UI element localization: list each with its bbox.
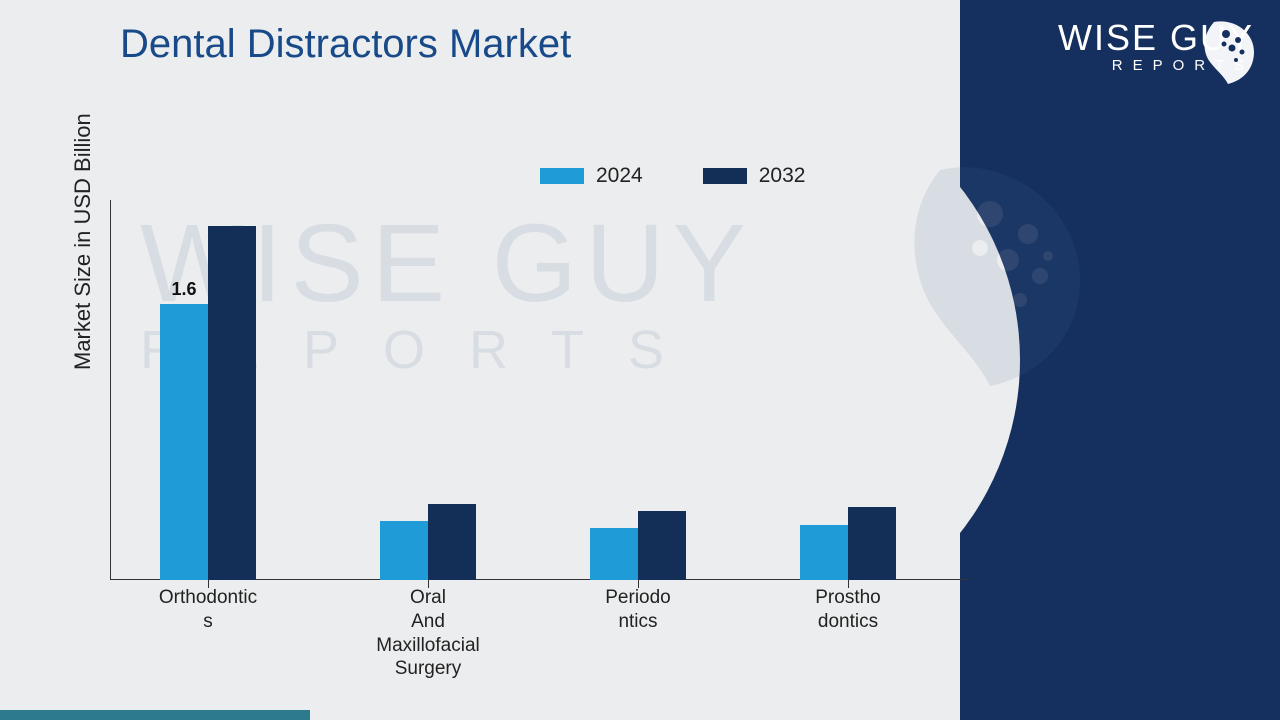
y-axis-label: Market Size in USD Billion: [70, 113, 96, 370]
bar: [638, 511, 686, 580]
chart-area: 1.6OrthodonticsOralAndMaxillofacialSurge…: [110, 200, 970, 580]
legend-swatch-2032: [703, 168, 747, 184]
bar: [428, 504, 476, 580]
bar-value-label: 1.6: [154, 279, 214, 300]
bar: [848, 507, 896, 580]
category-label: Prosthodontics: [768, 580, 928, 634]
bar: [208, 226, 256, 580]
legend-item-2024: 2024: [540, 164, 643, 188]
bottom-accent-bar: [0, 710, 310, 720]
category-label: Periodontics: [558, 580, 718, 634]
bar: [800, 525, 848, 580]
bar: [380, 521, 428, 580]
legend: 2024 2032: [540, 164, 805, 188]
legend-item-2032: 2032: [703, 164, 806, 188]
legend-label-2032: 2032: [759, 164, 806, 188]
brand-head-icon: [1194, 18, 1260, 88]
legend-swatch-2024: [540, 168, 584, 184]
category-label: OralAndMaxillofacialSurgery: [348, 580, 508, 681]
legend-label-2024: 2024: [596, 164, 643, 188]
chart-title: Dental Distractors Market: [120, 22, 571, 67]
right-panel: [960, 0, 1280, 720]
stage: WISE GUY REPORTS Dental Distractors Mark…: [0, 0, 1280, 720]
category-label: Orthodontics: [128, 580, 288, 634]
brand-logo: WISE GUY REPORTS: [1058, 20, 1254, 73]
bar: [160, 304, 208, 580]
y-axis: [110, 200, 111, 580]
bar: [590, 528, 638, 580]
